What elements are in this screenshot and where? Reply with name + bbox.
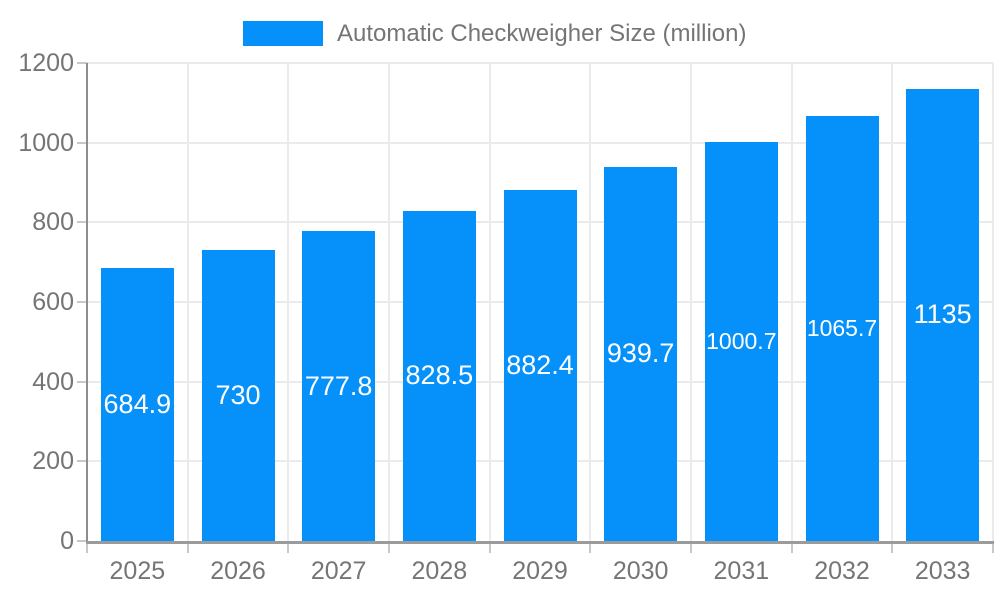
x-axis-tick — [86, 541, 88, 553]
x-axis-tick — [790, 541, 793, 553]
x-axis-tick — [388, 541, 390, 553]
y-axis-tick — [77, 460, 87, 463]
x-axis-tick — [891, 541, 894, 553]
y-axis-tick-label: 1200 — [18, 49, 74, 77]
x-axis-tick — [488, 541, 491, 553]
y-axis-tick — [77, 301, 87, 303]
legend-label: Automatic Checkweigher Size (million) — [337, 20, 747, 47]
gridline-vertical — [287, 63, 290, 541]
y-axis-tick-label: 400 — [32, 367, 74, 396]
legend-swatch — [243, 21, 323, 46]
gridline-vertical — [690, 63, 692, 541]
bar — [604, 166, 678, 541]
gridline-vertical — [992, 63, 994, 541]
gridline-vertical — [186, 63, 189, 541]
bar — [704, 142, 778, 541]
y-axis-tick-label: 0 — [60, 527, 74, 555]
x-axis-category-label: 2032 — [814, 557, 870, 585]
x-axis-tick — [690, 541, 692, 553]
bar — [302, 231, 376, 541]
gridline-vertical — [891, 63, 894, 541]
gridline-horizontal — [87, 62, 993, 64]
gridline-vertical — [388, 63, 390, 541]
y-axis-tick — [77, 141, 87, 144]
y-axis-tick-label: 200 — [32, 447, 74, 476]
x-axis-tick — [186, 541, 189, 553]
x-axis-category-label: 2027 — [310, 557, 367, 585]
gridline-vertical — [790, 63, 793, 541]
gridline-vertical — [589, 63, 592, 541]
y-axis-tick-label: 1000 — [18, 128, 74, 157]
bar — [805, 116, 879, 541]
y-axis-tick-label: 600 — [32, 288, 74, 316]
x-axis-tick — [589, 541, 592, 553]
bar — [503, 189, 577, 541]
x-axis-category-label: 2026 — [210, 557, 266, 585]
gridline-horizontal — [87, 141, 993, 144]
x-axis-category-label: 2033 — [914, 557, 971, 585]
bar — [906, 88, 980, 541]
y-axis-tick — [77, 540, 87, 542]
x-axis-category-label: 2029 — [512, 557, 568, 585]
y-axis-tick — [77, 221, 87, 224]
x-axis-category-label: 2031 — [713, 557, 770, 585]
bar — [100, 268, 174, 541]
x-axis-tick — [287, 541, 290, 553]
x-axis-category-label: 2025 — [109, 557, 166, 585]
y-axis-line — [86, 63, 88, 543]
bar — [201, 250, 275, 541]
x-axis-category-label: 2030 — [612, 557, 669, 585]
legend: Automatic Checkweigher Size (million) — [243, 21, 746, 46]
y-axis-tick — [77, 380, 87, 383]
x-axis-category-label: 2028 — [411, 557, 468, 585]
x-axis-line — [86, 541, 994, 544]
bar — [402, 210, 476, 541]
y-axis-tick — [77, 62, 87, 64]
x-axis-tick — [992, 541, 994, 553]
gridline-vertical — [488, 63, 491, 541]
y-axis-tick-label: 800 — [32, 208, 74, 237]
